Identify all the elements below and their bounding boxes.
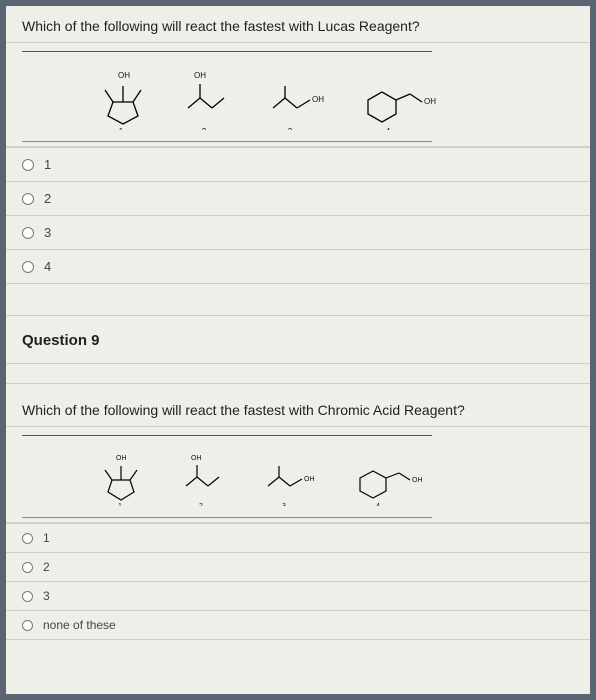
option-label: 4	[44, 259, 51, 274]
option-label: 3	[43, 589, 50, 603]
svg-text:OH: OH	[191, 455, 202, 462]
question-b-text: Which of the following will react the fa…	[6, 384, 590, 427]
question-b-block: Which of the following will react the fa…	[6, 384, 590, 524]
struct-label-3b: 3	[282, 503, 286, 506]
option-label: 2	[44, 191, 51, 206]
question-a-structures: OH 1 OH 2 OH 3	[6, 43, 590, 147]
option-label: 1	[43, 531, 50, 545]
radio-icon	[22, 159, 34, 171]
struct-label-3: 3	[288, 127, 293, 130]
option-label: 1	[44, 157, 51, 172]
qa-option-3[interactable]: 3	[6, 216, 590, 250]
option-label: none of these	[43, 618, 116, 632]
question-b-structures: OH 1 OH 2 OH 3	[6, 427, 590, 523]
radio-icon	[22, 562, 33, 573]
question-a-text: Which of the following will react the fa…	[6, 6, 590, 43]
struct-label-4b: 4	[376, 503, 380, 506]
qa-option-1[interactable]: 1	[6, 148, 590, 182]
radio-icon	[22, 533, 33, 544]
option-label: 3	[44, 225, 51, 240]
radio-icon	[22, 193, 34, 205]
qa-option-2[interactable]: 2	[6, 182, 590, 216]
qb-option-4[interactable]: none of these	[6, 611, 590, 640]
radio-icon	[22, 261, 34, 273]
struct-label-4: 4	[386, 127, 391, 130]
struct-label-2: 2	[202, 127, 207, 130]
structures-bottom-rule	[22, 141, 432, 142]
radio-icon	[22, 620, 33, 631]
question-a-block: Which of the following will react the fa…	[6, 6, 590, 148]
struct-label-1b: 1	[118, 503, 122, 506]
qb-option-3[interactable]: 3	[6, 582, 590, 611]
structures-top-rule-b	[22, 435, 432, 436]
svg-text:OH: OH	[116, 455, 127, 462]
svg-text:OH: OH	[424, 97, 436, 106]
structures-bottom-rule-b	[22, 517, 432, 518]
svg-text:OH: OH	[118, 71, 130, 80]
structures-top-rule	[22, 51, 432, 52]
spacing-gap	[6, 284, 590, 316]
qb-option-1[interactable]: 1	[6, 524, 590, 553]
structures-svg-a: OH 1 OH 2 OH 3	[22, 58, 574, 130]
radio-icon	[22, 227, 34, 239]
structures-svg-b: OH 1 OH 2 OH 3	[22, 442, 574, 506]
qb-option-2[interactable]: 2	[6, 553, 590, 582]
svg-text:OH: OH	[312, 95, 324, 104]
page-container: Which of the following will react the fa…	[6, 6, 590, 694]
option-label: 2	[43, 560, 50, 574]
struct-label-1: 1	[119, 127, 124, 130]
svg-text:OH: OH	[412, 477, 423, 484]
radio-icon	[22, 591, 33, 602]
struct-label-2b: 2	[199, 503, 203, 506]
svg-text:OH: OH	[304, 476, 315, 483]
question-b-header: Question 9	[6, 316, 590, 364]
spacing-gap-2	[6, 364, 590, 384]
svg-text:OH: OH	[194, 71, 206, 80]
qa-option-4[interactable]: 4	[6, 250, 590, 284]
